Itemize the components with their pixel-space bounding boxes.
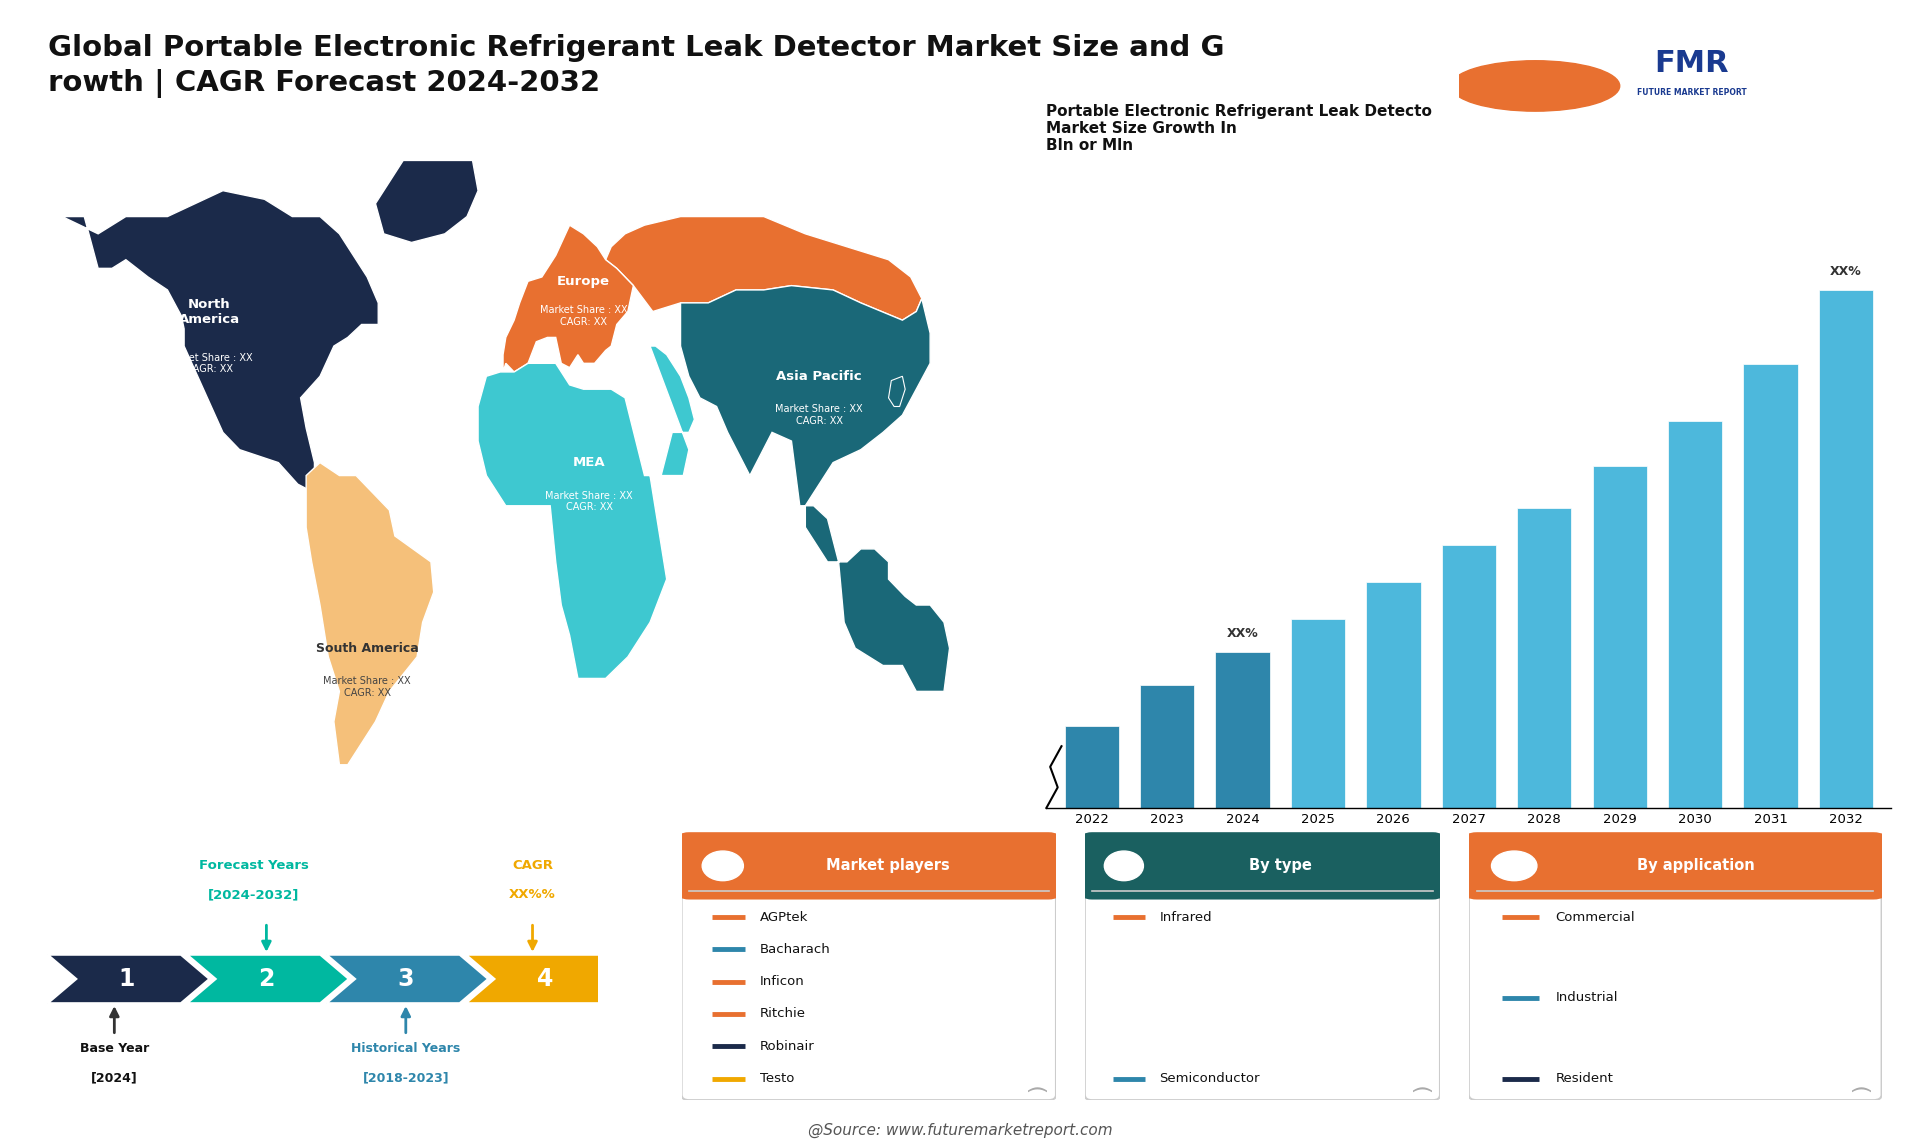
Circle shape [1492, 851, 1536, 880]
Text: Testo: Testo [760, 1073, 795, 1085]
Text: Historical Years: Historical Years [351, 1042, 461, 1054]
Text: FUTURE MARKET REPORT: FUTURE MARKET REPORT [1636, 88, 1747, 96]
Text: Market Share : XX
CAGR: XX: Market Share : XX CAGR: XX [165, 353, 253, 374]
Text: ): ) [1413, 1083, 1432, 1092]
Bar [1442, 544, 1496, 808]
Text: Inficon: Inficon [760, 975, 804, 988]
Text: 1: 1 [119, 967, 134, 991]
Polygon shape [889, 376, 904, 407]
Text: FMR: FMR [1655, 49, 1728, 78]
Polygon shape [605, 217, 922, 320]
Text: XX%: XX% [1830, 265, 1862, 277]
Text: XX%%: XX%% [509, 888, 557, 901]
Text: XX%: XX% [1227, 627, 1258, 639]
Bar [1290, 619, 1346, 808]
Text: Ritchie: Ritchie [760, 1007, 806, 1020]
Bar [1517, 508, 1571, 808]
Text: Commercial: Commercial [1555, 911, 1636, 924]
Text: 3: 3 [397, 967, 415, 991]
FancyBboxPatch shape [1079, 832, 1446, 900]
Text: Market Share : XX
CAGR: XX: Market Share : XX CAGR: XX [323, 676, 411, 698]
Text: Semiconductor: Semiconductor [1160, 1073, 1260, 1085]
Text: South America: South America [315, 642, 419, 654]
Text: Asia Pacific: Asia Pacific [776, 370, 862, 383]
Polygon shape [376, 160, 478, 243]
Polygon shape [467, 955, 599, 1003]
FancyBboxPatch shape [1085, 893, 1440, 1100]
Text: Europe: Europe [557, 275, 611, 288]
Polygon shape [305, 463, 434, 764]
FancyBboxPatch shape [682, 893, 1056, 1100]
Text: Global Portable Electronic Refrigerant Leak Detector Market Size and G
rowth | C: Global Portable Electronic Refrigerant L… [48, 34, 1225, 97]
Text: 2: 2 [257, 967, 275, 991]
Text: By application: By application [1638, 858, 1755, 873]
Text: 4: 4 [538, 967, 553, 991]
Text: Robinair: Robinair [760, 1039, 814, 1053]
Text: By type: By type [1248, 858, 1311, 873]
Bar [1592, 466, 1647, 808]
Text: [2024]: [2024] [90, 1072, 138, 1084]
Circle shape [1104, 851, 1144, 880]
Text: Resident: Resident [1555, 1073, 1613, 1085]
Bar [1743, 363, 1797, 808]
Bar [1140, 684, 1194, 808]
Text: [2018-2023]: [2018-2023] [363, 1072, 449, 1084]
Circle shape [1452, 61, 1620, 111]
Polygon shape [61, 190, 378, 493]
FancyBboxPatch shape [676, 832, 1062, 900]
Text: [2024-2032]: [2024-2032] [207, 888, 300, 901]
Text: MEA: MEA [572, 456, 605, 469]
Polygon shape [188, 955, 349, 1003]
Text: ): ) [1027, 1083, 1046, 1092]
Text: Infrared: Infrared [1160, 911, 1212, 924]
Text: ): ) [1851, 1083, 1870, 1092]
Bar [1818, 290, 1874, 808]
Text: Market Share : XX
CAGR: XX: Market Share : XX CAGR: XX [540, 305, 628, 327]
Bar [1215, 652, 1269, 808]
Polygon shape [48, 955, 209, 1003]
Polygon shape [478, 346, 695, 678]
Text: Bacharach: Bacharach [760, 943, 831, 956]
Text: Market Share : XX
CAGR: XX: Market Share : XX CAGR: XX [545, 490, 634, 512]
Text: Forecast Years: Forecast Years [200, 858, 309, 872]
Text: AGPtek: AGPtek [760, 911, 808, 924]
Text: Market Share : XX
CAGR: XX: Market Share : XX CAGR: XX [776, 405, 862, 426]
Text: Market players: Market players [826, 858, 948, 873]
Circle shape [703, 851, 743, 880]
Polygon shape [326, 955, 488, 1003]
Text: Base Year: Base Year [81, 1042, 150, 1054]
FancyBboxPatch shape [1469, 893, 1882, 1100]
Bar [1367, 582, 1421, 808]
Text: CAGR: CAGR [513, 858, 553, 872]
Text: @Source: www.futuremarketreport.com: @Source: www.futuremarketreport.com [808, 1123, 1112, 1138]
Text: Portable Electronic Refrigerant Leak Detecto
Market Size Growth In
Bln or Mln: Portable Electronic Refrigerant Leak Det… [1046, 103, 1432, 154]
FancyBboxPatch shape [1463, 832, 1887, 900]
Bar [1668, 422, 1722, 808]
Polygon shape [680, 285, 950, 691]
Text: North
America: North America [179, 298, 240, 325]
Bar [1064, 725, 1119, 808]
Polygon shape [503, 226, 634, 372]
Text: Industrial: Industrial [1555, 991, 1619, 1004]
